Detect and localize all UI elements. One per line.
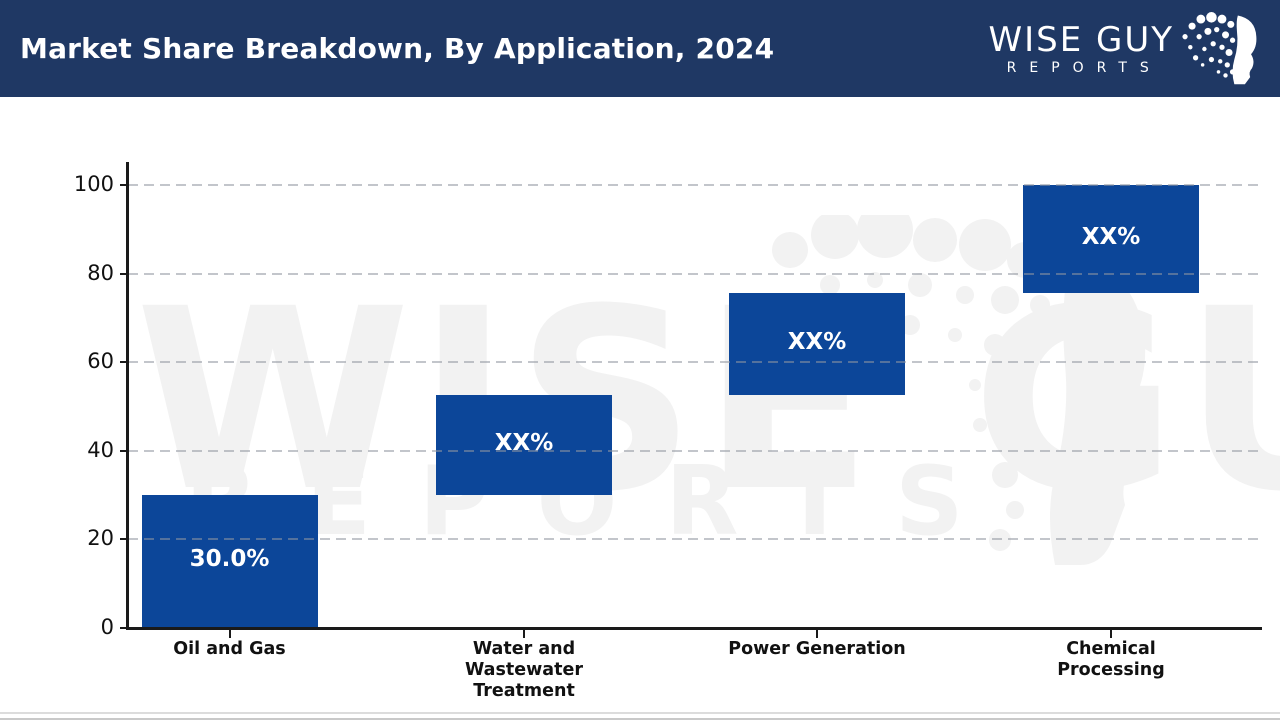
bar-value-label: XX%	[787, 329, 847, 356]
logo-head-icon	[1182, 12, 1257, 85]
header-bar: Market Share Breakdown, By Application, …	[0, 0, 1280, 97]
y-tick-label: 60	[87, 349, 114, 373]
x-tick-label: Oil and Gas	[100, 639, 360, 660]
y-tick-mark	[120, 184, 128, 186]
bar	[729, 293, 905, 396]
grid-line	[128, 449, 1262, 452]
bar	[436, 395, 612, 495]
page-title: Market Share Breakdown, By Application, …	[20, 32, 775, 65]
y-tick-label: 80	[87, 260, 114, 285]
x-tick-label-line: Chemical	[1066, 639, 1156, 659]
bar	[1023, 185, 1199, 294]
y-tick-label: 0	[100, 614, 114, 639]
x-tick-label-line: Treatment	[473, 681, 575, 701]
y-axis-line	[126, 162, 129, 630]
logo-wordmark-line2: REPORTS	[1006, 60, 1162, 76]
y-tick-label: 20	[87, 526, 114, 550]
x-tick-mark	[523, 630, 525, 638]
y-tick-mark	[120, 538, 128, 540]
x-tick-mark	[816, 630, 818, 638]
x-tick-label-line: Oil and Gas	[173, 639, 286, 659]
grid-line	[128, 538, 1262, 540]
y-tick-label: 100	[73, 172, 114, 196]
grid-line	[128, 272, 1262, 275]
x-tick-label-line: Power Generation	[728, 639, 906, 659]
brand-logo: WISE GUY REPORTS	[988, 6, 1266, 92]
bar	[141, 494, 318, 628]
x-axis-line	[126, 627, 1262, 630]
bar-value-label: XX%	[1081, 224, 1141, 251]
x-tick-label: Chemical Processing	[981, 639, 1241, 681]
bar-value-label: 30.0%	[189, 546, 270, 573]
x-tick-mark	[1110, 630, 1112, 638]
grid-line	[128, 361, 1262, 363]
x-tick-label: Power Generation	[687, 639, 947, 660]
y-tick-mark	[120, 626, 128, 629]
y-tick-label: 40	[87, 437, 114, 462]
logo-wordmark-line1: WISE GUY	[988, 20, 1174, 60]
y-tick-mark	[120, 361, 128, 363]
watermark-face-dots-icon	[772, 215, 1146, 565]
grid-line	[128, 184, 1262, 186]
y-tick-mark	[120, 272, 128, 275]
x-tick-label-line: Wastewater	[465, 660, 583, 680]
x-tick-label: Water and Wastewater Treatment	[394, 639, 654, 702]
footer-divider	[0, 712, 1280, 714]
x-tick-label-line: Processing	[1057, 660, 1165, 680]
x-tick-label-line: Water and	[472, 639, 576, 659]
bar-value-label: XX%	[494, 429, 554, 456]
y-tick-mark	[120, 449, 128, 452]
x-tick-mark	[228, 630, 231, 638]
footer-bottom-line	[0, 718, 1280, 720]
logo-wordmark: WISE GUY REPORTS	[988, 22, 1174, 76]
